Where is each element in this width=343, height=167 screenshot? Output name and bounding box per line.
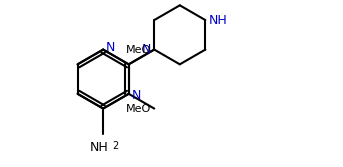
Text: N: N [132,89,141,102]
Text: MeO: MeO [126,104,151,114]
Text: NH: NH [90,141,109,153]
Text: N: N [142,43,151,56]
Text: N: N [106,41,116,54]
Text: NH: NH [208,14,227,27]
Text: MeO: MeO [126,45,151,55]
Text: 2: 2 [112,141,118,150]
